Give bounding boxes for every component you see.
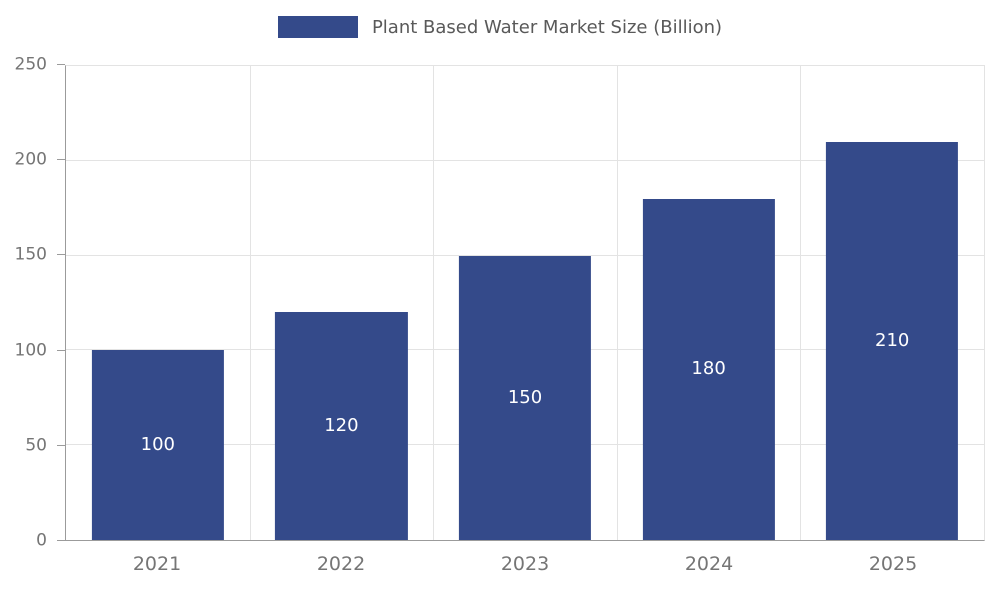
v-gridline	[616, 66, 618, 540]
y-tick-label: 0	[36, 530, 47, 551]
bar-2023: 150	[458, 255, 592, 540]
v-gridline	[800, 66, 802, 540]
legend-label: Plant Based Water Market Size (Billion)	[371, 16, 723, 38]
y-tick-label: 150	[14, 244, 47, 265]
bar-2024: 180	[642, 198, 775, 540]
bar-value-label: 210	[875, 329, 910, 351]
bar-2021: 100	[91, 350, 224, 540]
y-tick-label: 100	[14, 340, 47, 361]
y-tick-mark	[57, 349, 65, 351]
legend: Plant Based Water Market Size (Billion)	[0, 16, 1000, 38]
plot-area: 100 120 150 180 210	[65, 65, 985, 541]
y-tick-label: 250	[14, 54, 47, 75]
bar-value-label: 100	[140, 434, 175, 456]
bar-2025: 210	[826, 141, 959, 540]
bar-value-label: 180	[691, 358, 726, 380]
plot-wrap: 100 120 150 180 210 0 50 100 150 200 250 2021 2022 2…	[15, 56, 985, 574]
bar-2022: 120	[275, 312, 408, 540]
y-tick-mark	[57, 159, 65, 161]
x-tick-label: 2025	[868, 553, 918, 575]
y-tick-mark	[57, 444, 65, 446]
x-tick-label: 2024	[684, 553, 734, 575]
legend-swatch	[277, 16, 358, 38]
y-tick-label: 200	[14, 149, 47, 170]
bar-value-label: 120	[324, 415, 359, 437]
y-tick-mark	[57, 64, 65, 65]
v-gridline	[249, 66, 251, 540]
h-gridline-200	[66, 159, 984, 161]
y-tick-mark	[57, 254, 65, 256]
y-tick-label: 50	[25, 435, 47, 456]
y-tick-mark	[57, 540, 65, 541]
bar-value-label: 150	[507, 386, 543, 408]
h-gridline-150	[66, 254, 984, 256]
x-tick-label: 2023	[500, 553, 550, 575]
v-gridline	[433, 66, 435, 540]
x-tick-label: 2022	[316, 553, 366, 575]
x-tick-label: 2021	[132, 553, 182, 575]
